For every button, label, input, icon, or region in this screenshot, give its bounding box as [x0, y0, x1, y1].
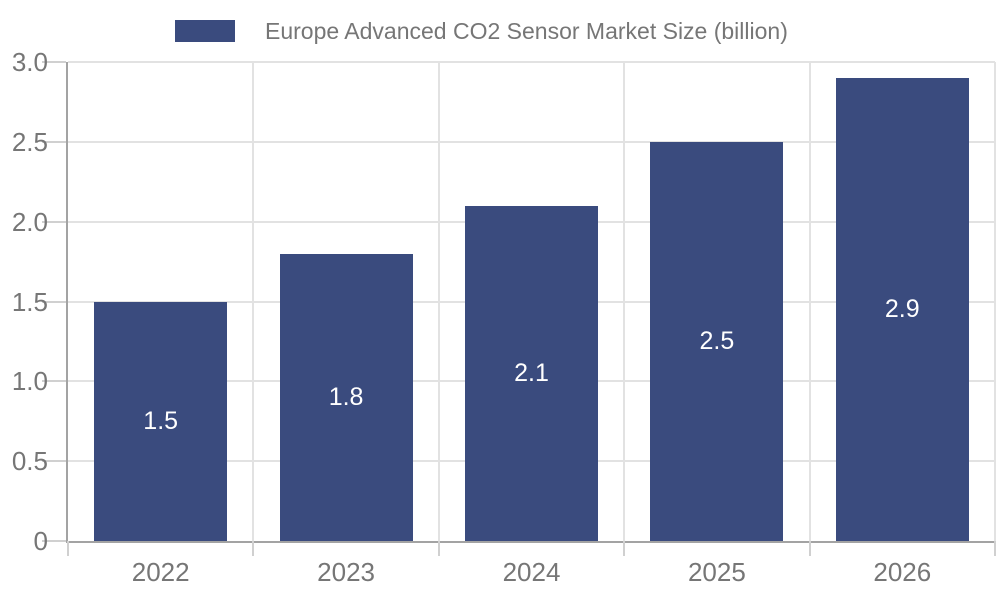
bar-value-label: 1.8	[328, 383, 364, 412]
bar-2023: 1.8	[279, 253, 413, 541]
plot-area: 0 0.5 1.0 1.5 2.0 2.5 3.0 1.5 2022 1.8 2023 2.1 2024…	[12, 49, 996, 585]
y-tick	[42, 61, 66, 63]
y-tick-label: 1.0	[11, 366, 48, 397]
x-tick	[994, 541, 996, 556]
y-tick-label: 3.0	[11, 47, 48, 77]
x-gridline	[623, 62, 626, 541]
bar-value-label: 2.1	[514, 359, 549, 388]
x-tick	[67, 541, 69, 556]
y-tick-label: 2.5	[11, 126, 48, 157]
y-gridline	[68, 61, 995, 63]
bar-value-label: 2.5	[699, 327, 735, 356]
y-tick-label: 0.5	[11, 446, 48, 477]
x-tick-label: 2022	[131, 557, 190, 587]
x-tick	[437, 541, 440, 556]
y-gridline	[68, 140, 995, 143]
x-gridline	[252, 62, 255, 541]
bar-value-label: 1.5	[143, 407, 179, 436]
x-tick	[808, 541, 811, 556]
bar-2022: 1.5	[94, 301, 228, 541]
y-tick	[42, 380, 66, 383]
bar-2025: 2.5	[650, 141, 784, 541]
y-tick-label: 1.5	[11, 286, 48, 317]
bar-value-label: 2.9	[884, 295, 920, 324]
y-tick-label: 2.0	[11, 206, 48, 237]
bar-2026: 2.9	[835, 77, 969, 541]
x-tick	[623, 541, 626, 556]
x-tick-label: 2025	[687, 557, 746, 587]
x-gridline	[808, 62, 811, 541]
x-tick-label: 2024	[502, 557, 561, 587]
y-tick	[42, 540, 66, 542]
x-tick-label: 2023	[317, 557, 376, 587]
chart-legend: Europe Advanced CO2 Sensor Market Size (…	[175, 18, 788, 44]
y-tick	[42, 460, 66, 463]
legend-label: Europe Advanced CO2 Sensor Market Size (…	[265, 18, 788, 44]
y-tick-label: 0	[33, 526, 48, 556]
bar-2024: 2.1	[465, 205, 598, 541]
x-gridline	[437, 62, 440, 541]
y-tick	[42, 300, 66, 303]
y-tick	[42, 140, 66, 143]
x-tick-label: 2026	[873, 557, 932, 587]
x-tick	[252, 541, 255, 556]
legend-swatch	[175, 20, 235, 42]
y-tick	[42, 220, 66, 223]
x-gridline	[994, 62, 996, 541]
